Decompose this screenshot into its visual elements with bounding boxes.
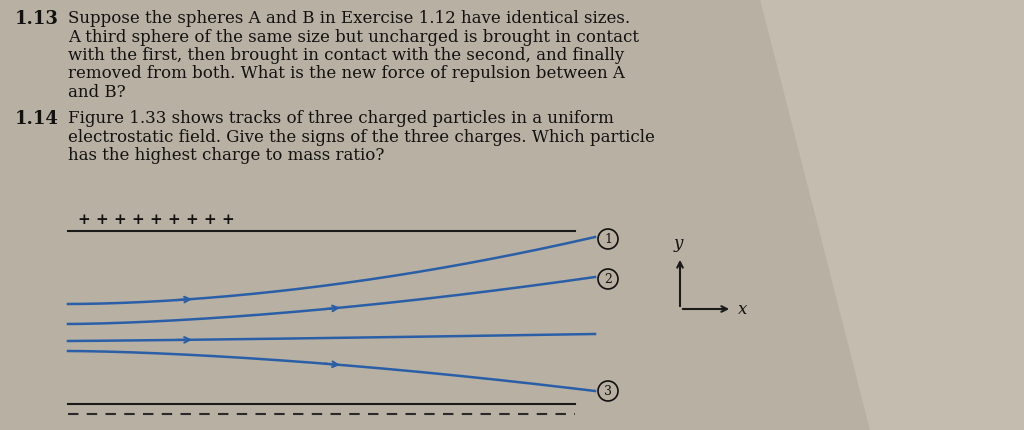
- Text: + + + + + + + + +: + + + + + + + + +: [78, 212, 234, 227]
- Text: with the first, then brought in contact with the second, and finally: with the first, then brought in contact …: [68, 47, 625, 64]
- Text: - - - - - - - - -: - - - - - - - - -: [78, 424, 163, 430]
- Text: 1: 1: [604, 233, 612, 246]
- Text: removed from both. What is the new force of repulsion between A: removed from both. What is the new force…: [68, 65, 625, 82]
- Text: 1.13: 1.13: [15, 10, 58, 28]
- Text: and B?: and B?: [68, 84, 126, 101]
- Text: A third sphere of the same size but uncharged is brought in contact: A third sphere of the same size but unch…: [68, 28, 639, 46]
- Text: y: y: [674, 234, 683, 252]
- Polygon shape: [760, 0, 1024, 430]
- Text: electrostatic field. Give the signs of the three charges. Which particle: electrostatic field. Give the signs of t…: [68, 129, 655, 146]
- Text: 2: 2: [604, 273, 612, 286]
- Text: x: x: [738, 301, 748, 318]
- Text: 3: 3: [604, 384, 612, 398]
- Text: Suppose the spheres A and B in Exercise 1.12 have identical sizes.: Suppose the spheres A and B in Exercise …: [68, 10, 630, 27]
- Text: Figure 1.33 shows tracks of three charged particles in a uniform: Figure 1.33 shows tracks of three charge…: [68, 110, 613, 127]
- Text: has the highest charge to mass ratio?: has the highest charge to mass ratio?: [68, 147, 384, 164]
- Text: 1.14: 1.14: [15, 110, 58, 128]
